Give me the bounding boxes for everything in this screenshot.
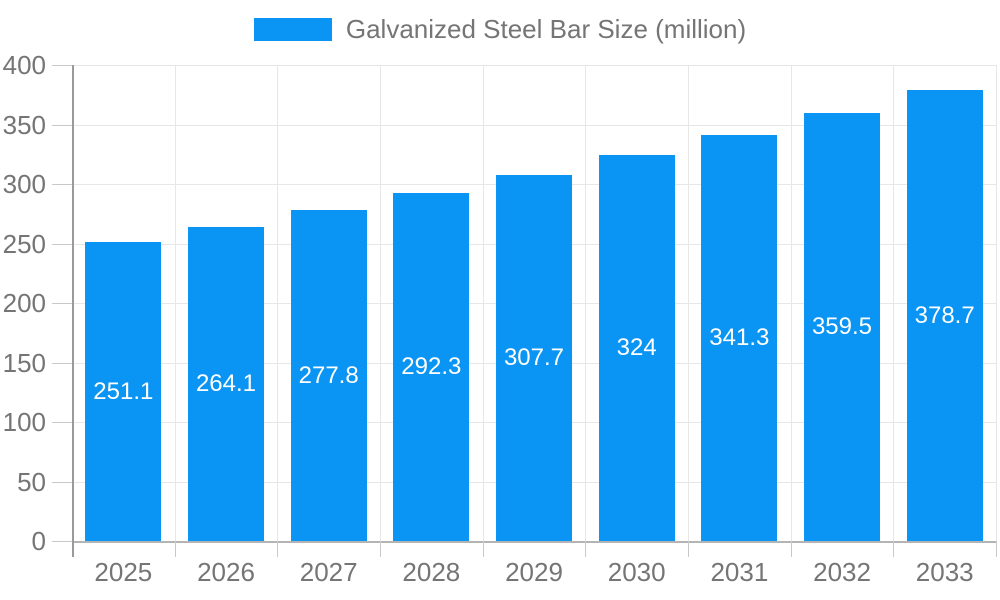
legend-label: Galvanized Steel Bar Size (million) bbox=[345, 14, 747, 44]
y-tick-mark bbox=[52, 243, 72, 245]
x-tick-label: 2028 bbox=[402, 557, 461, 587]
bar-value-label: 264.1 bbox=[195, 369, 257, 397]
bar[interactable]: 324 bbox=[598, 155, 675, 541]
x-tick-mark bbox=[72, 541, 74, 557]
x-tick-label: 2032 bbox=[813, 557, 871, 587]
gridline-v bbox=[687, 65, 689, 541]
y-tick-mark bbox=[52, 362, 72, 364]
bar[interactable]: 378.7 bbox=[906, 90, 983, 541]
x-tick-mark bbox=[996, 541, 997, 557]
x-axis-labels: 2025 2026 2027 2028 2029 2030 2031 2032 2033 bbox=[72, 559, 996, 585]
y-axis-labels: 0 50 100 150 200 250 300 350 400 bbox=[0, 52, 46, 554]
x-tick-label: 2031 bbox=[710, 557, 769, 587]
bar-column: 292.3 bbox=[380, 65, 483, 541]
y-tick-mark bbox=[52, 541, 72, 542]
x-tick-mark bbox=[893, 541, 895, 557]
y-tick-label: 250 bbox=[2, 228, 46, 259]
bar[interactable]: 277.8 bbox=[290, 210, 367, 541]
y-tick-label: 0 bbox=[31, 526, 46, 556]
x-tick-label: 2033 bbox=[915, 557, 974, 587]
bar-column: 378.7 bbox=[893, 65, 996, 541]
bar-column: 324 bbox=[585, 65, 688, 541]
x-tick-mark bbox=[379, 541, 381, 557]
y-tick-label: 400 bbox=[2, 50, 46, 80]
bar[interactable]: 359.5 bbox=[804, 113, 880, 541]
x-tick-mark bbox=[790, 541, 792, 557]
x-tick-label: 2026 bbox=[197, 557, 255, 587]
gridline-v bbox=[379, 65, 381, 541]
y-tick-mark bbox=[52, 124, 72, 126]
bar-column: 251.1 bbox=[72, 65, 175, 541]
bar-value-label: 359.5 bbox=[811, 313, 873, 341]
y-tick-mark bbox=[52, 422, 72, 423]
gridline-v bbox=[277, 65, 279, 541]
x-tick-label: 2029 bbox=[505, 557, 563, 587]
gridline-v bbox=[996, 65, 997, 541]
x-tick-mark bbox=[277, 541, 279, 557]
y-tick-mark bbox=[52, 65, 72, 66]
y-tick-mark bbox=[52, 184, 72, 185]
x-tick-label: 2025 bbox=[94, 557, 153, 587]
bar-column: 307.7 bbox=[483, 65, 586, 541]
bar-column: 341.3 bbox=[688, 65, 791, 541]
gridline-v bbox=[790, 65, 792, 541]
bar-column: 264.1 bbox=[175, 65, 278, 541]
x-tick-mark bbox=[482, 541, 484, 557]
bar-value-label: 324 bbox=[616, 334, 657, 362]
x-tick-mark bbox=[174, 541, 176, 557]
y-axis-line bbox=[72, 65, 74, 541]
gridline-h bbox=[72, 65, 996, 66]
x-tick-label: 2027 bbox=[299, 557, 358, 587]
y-tick-label: 100 bbox=[2, 407, 46, 437]
y-tick-mark bbox=[52, 481, 72, 483]
x-tick-mark bbox=[687, 541, 689, 557]
x-tick-label: 2030 bbox=[607, 557, 666, 587]
x-axis-line bbox=[72, 541, 996, 543]
legend-swatch-icon bbox=[253, 17, 332, 41]
bar-value-label: 378.7 bbox=[914, 301, 975, 329]
bar[interactable]: 292.3 bbox=[393, 193, 470, 541]
y-tick-label: 200 bbox=[2, 288, 46, 318]
bar[interactable]: 251.1 bbox=[85, 242, 162, 541]
bar-value-label: 251.1 bbox=[93, 377, 154, 405]
bar[interactable]: 341.3 bbox=[701, 134, 778, 541]
y-tick-label: 300 bbox=[2, 169, 46, 199]
gridline-v bbox=[174, 65, 176, 541]
y-tick-label: 350 bbox=[2, 109, 46, 140]
gridline-v bbox=[482, 65, 484, 541]
legend-item[interactable]: Galvanized Steel Bar Size (million) bbox=[0, 16, 1000, 42]
x-tick-mark bbox=[585, 541, 587, 557]
bar-value-label: 307.7 bbox=[503, 343, 565, 371]
bar-value-label: 277.8 bbox=[298, 361, 359, 389]
bar-column: 359.5 bbox=[791, 65, 894, 541]
y-tick-label: 150 bbox=[2, 347, 46, 378]
bar[interactable]: 307.7 bbox=[496, 174, 572, 541]
bar[interactable]: 264.1 bbox=[188, 226, 264, 541]
bar-value-label: 341.3 bbox=[709, 323, 770, 351]
bar-value-label: 292.3 bbox=[401, 353, 462, 381]
plot-area: 251.1 264.1 277.8 292.3 307.7 324 341.3 359.5 37… bbox=[52, 65, 997, 557]
gridline-h bbox=[72, 124, 996, 126]
bar-column: 277.8 bbox=[277, 65, 380, 541]
y-tick-mark bbox=[52, 303, 72, 304]
gridline-v bbox=[893, 65, 895, 541]
y-tick-label: 50 bbox=[17, 466, 46, 497]
gridline-v bbox=[585, 65, 587, 541]
